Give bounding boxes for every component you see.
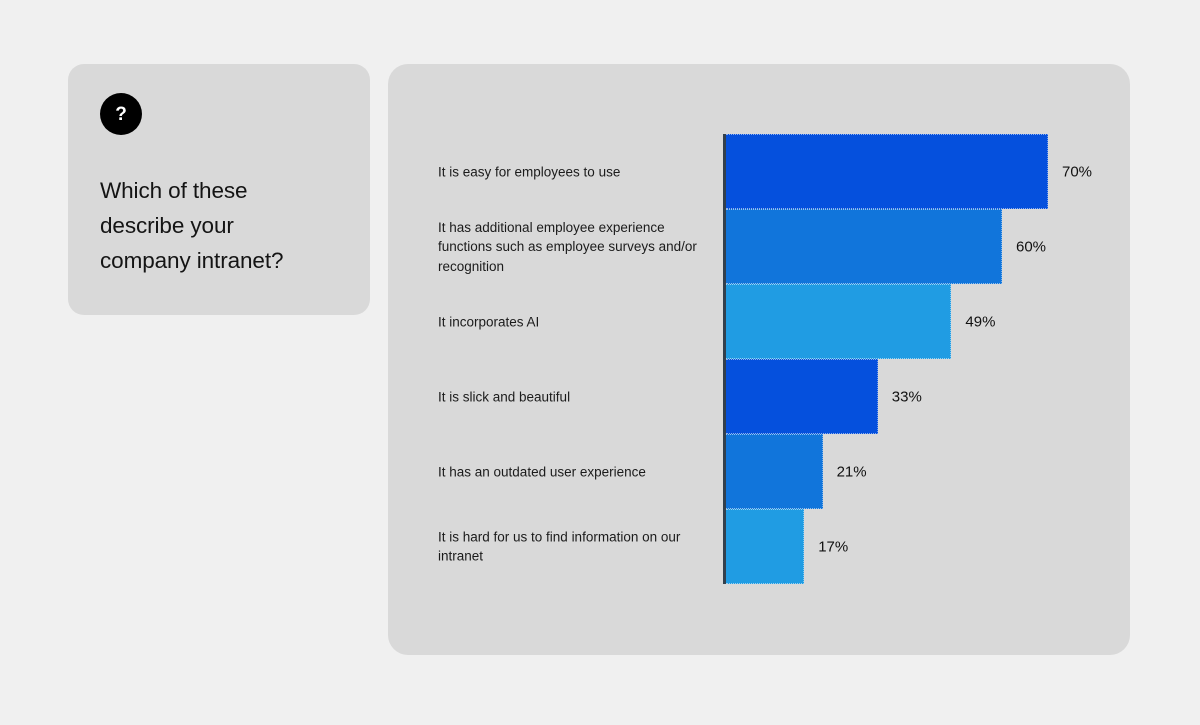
chart-bar-row: It is easy for employees to use 70% xyxy=(438,134,1098,209)
bar-wrapper xyxy=(726,509,805,584)
bar-value-label: 17% xyxy=(818,538,849,555)
bar-category-label: It has additional employee experience fu… xyxy=(438,219,697,274)
bar[interactable] xyxy=(726,284,952,359)
bar[interactable] xyxy=(726,134,1048,209)
bar-wrapper xyxy=(726,284,952,359)
bar-category-label: It is easy for employees to use xyxy=(438,163,621,179)
bar-wrapper xyxy=(726,134,1048,209)
question-card: ? Which of these describe your company i… xyxy=(68,64,370,315)
bar-category-label: It is slick and beautiful xyxy=(438,388,571,404)
bar[interactable] xyxy=(726,209,1002,284)
bar-category-label: It incorporates AI xyxy=(438,313,540,329)
page-title: Which of these describe your company int… xyxy=(100,178,284,273)
question-mark-icon: ? xyxy=(100,93,142,135)
chart-bar-row: It is slick and beautiful 33% xyxy=(438,359,1098,434)
bar-chart: It is easy for employees to use 70% It has… xyxy=(438,134,1098,584)
chart-bar-row: It incorporates AI 49% xyxy=(438,284,1098,359)
bar-value-label: 70% xyxy=(1062,163,1093,180)
bar[interactable] xyxy=(726,359,878,434)
bar-category-label: It has an outdated user experience xyxy=(438,463,646,479)
bar-wrapper xyxy=(726,209,1002,284)
bar[interactable] xyxy=(726,509,805,584)
chart-axis-line xyxy=(723,134,726,584)
bar-category-label: It is hard for us to find information on… xyxy=(438,529,681,564)
bar-wrapper xyxy=(726,359,878,434)
chart-card: It is easy for employees to use 70% It has… xyxy=(388,64,1130,655)
bar-value-label: 21% xyxy=(836,463,867,480)
bar-value-label: 33% xyxy=(891,388,922,405)
bar-value-label: 60% xyxy=(1016,238,1047,255)
chart-bar-row: It has an outdated user experience 21% xyxy=(438,434,1098,509)
bar-value-label: 49% xyxy=(965,313,996,330)
chart-bar-row: It has additional employee experience fu… xyxy=(438,209,1098,284)
chart-bar-row: It is hard for us to find information on… xyxy=(438,509,1098,584)
bar[interactable] xyxy=(726,434,823,509)
bar-wrapper xyxy=(726,434,823,509)
